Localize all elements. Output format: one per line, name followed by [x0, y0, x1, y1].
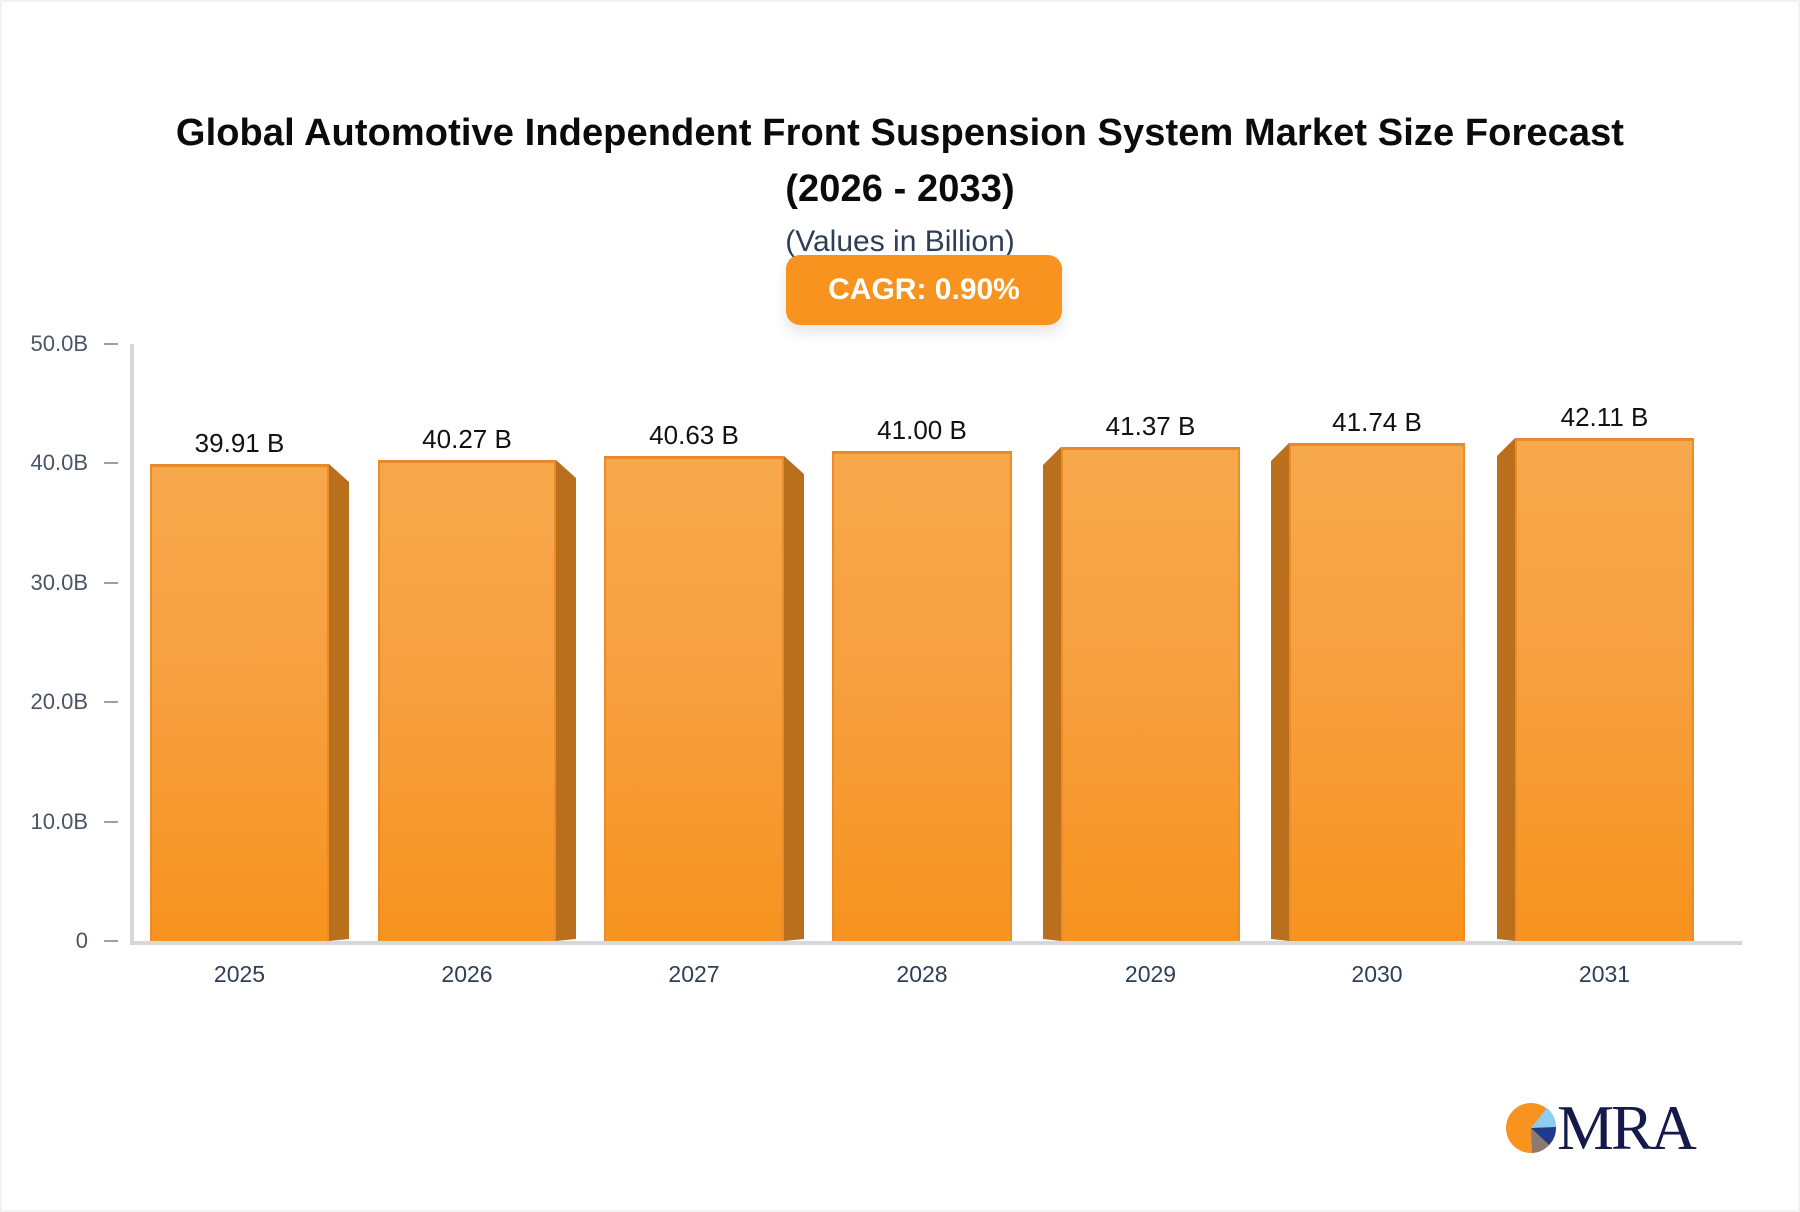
y-tick-mark [104, 462, 118, 465]
x-tick-label: 2025 [213, 961, 266, 987]
x-tick-label: 2026 [441, 961, 493, 987]
y-tick-label: 50.0B [30, 331, 89, 356]
y-tick-label: 30.0B [30, 569, 89, 595]
pie-chart-logo-icon [1506, 1103, 1557, 1153]
mra-logo: MRA [1505, 1096, 1697, 1160]
bar-3d-side [329, 464, 349, 941]
bar-3d-side [556, 460, 576, 941]
x-tick-label: 2030 [1351, 961, 1403, 987]
cagr-badge: CAGR: 0.90% [786, 255, 1062, 325]
x-tick-label: 2029 [1124, 961, 1177, 987]
y-tick-mark [104, 820, 118, 823]
bar-front [1515, 438, 1694, 941]
bar-value-label: 41.74 B [1332, 407, 1422, 437]
x-tick-label: 2031 [1578, 961, 1631, 987]
logo-text: MRA [1557, 1092, 1697, 1163]
bar-value-label: 39.91 B [194, 428, 285, 458]
bar-front [378, 460, 556, 941]
bar-front [150, 464, 329, 941]
y-tick-mark [104, 701, 118, 704]
bar-value-label: 40.63 B [649, 420, 739, 450]
y-tick-mark [104, 940, 118, 942]
bar-3d-side [1271, 443, 1289, 941]
chart-title-years: (2026 - 2033) [785, 168, 1015, 210]
x-tick-label: 2028 [896, 961, 948, 987]
bar-front [832, 451, 1012, 941]
x-tick-label: 2027 [668, 961, 720, 987]
bar-value-label: 41.00 B [877, 415, 967, 445]
y-tick-label: 0 [75, 928, 88, 953]
chart-subtitle: (Values in Billion) [785, 225, 1015, 258]
bar-3d-side [1497, 438, 1515, 941]
y-tick-mark [104, 343, 118, 345]
y-tick-label: 40.0B [30, 450, 89, 476]
y-tick-label: 10.0B [30, 808, 89, 834]
bar-front [1061, 447, 1240, 941]
x-axis-line [130, 941, 1742, 945]
bar-value-label: 42.11 B [1560, 402, 1649, 432]
y-tick-mark [104, 581, 118, 584]
bar-front [604, 456, 784, 941]
y-tick-label: 20.0B [30, 689, 89, 715]
bar-3d-side [1043, 447, 1061, 941]
bar-3d-side [784, 456, 804, 941]
chart-title: Global Automotive Independent Front Susp… [175, 112, 1625, 154]
y-axis-line [130, 344, 134, 944]
bar-value-label: 41.37 B [1105, 411, 1196, 441]
bar-value-label: 40.27 B [422, 424, 512, 454]
bar-front [1289, 443, 1465, 941]
